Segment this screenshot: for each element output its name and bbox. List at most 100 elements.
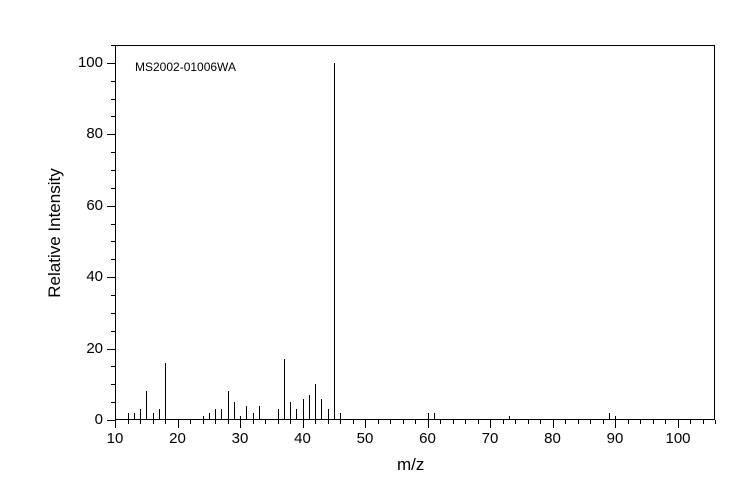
x-minor-tick <box>415 420 416 424</box>
x-minor-tick <box>628 420 629 424</box>
y-minor-tick <box>111 45 115 46</box>
x-tick-label: 90 <box>603 430 627 447</box>
spectrum-peak <box>321 399 322 420</box>
x-major-tick <box>553 420 554 428</box>
y-minor-tick <box>111 188 115 189</box>
x-major-tick <box>240 420 241 428</box>
spectrum-peak <box>340 413 341 420</box>
y-minor-tick <box>111 402 115 403</box>
spectrum-peak <box>284 359 285 420</box>
x-minor-tick <box>203 420 204 424</box>
x-minor-tick <box>253 420 254 424</box>
y-minor-tick <box>111 384 115 385</box>
x-minor-tick <box>153 420 154 424</box>
x-minor-tick <box>453 420 454 424</box>
x-minor-tick <box>690 420 691 424</box>
spectrum-peak <box>165 363 166 420</box>
x-minor-tick <box>478 420 479 424</box>
x-major-tick <box>115 420 116 428</box>
x-minor-tick <box>328 420 329 424</box>
x-axis-label: m/z <box>397 455 424 475</box>
x-tick-label: 60 <box>416 430 440 447</box>
x-major-tick <box>178 420 179 428</box>
spectrum-peak <box>434 413 435 420</box>
x-minor-tick <box>653 420 654 424</box>
y-major-tick <box>107 63 115 64</box>
x-minor-tick <box>528 420 529 424</box>
y-tick-label: 80 <box>86 125 103 142</box>
x-major-tick <box>303 420 304 428</box>
x-minor-tick <box>165 420 166 424</box>
x-minor-tick <box>703 420 704 424</box>
x-minor-tick <box>565 420 566 424</box>
spectrum-peak <box>246 406 247 420</box>
x-minor-tick <box>378 420 379 424</box>
chart-title: MS2002-01006WA <box>135 60 236 74</box>
x-minor-tick <box>265 420 266 424</box>
x-minor-tick <box>228 420 229 424</box>
x-minor-tick <box>603 420 604 424</box>
x-tick-label: 10 <box>103 430 127 447</box>
x-minor-tick <box>465 420 466 424</box>
x-minor-tick <box>128 420 129 424</box>
spectrum-peak <box>428 413 429 420</box>
y-major-tick <box>107 349 115 350</box>
spectrum-peak <box>134 413 135 420</box>
spectrum-peak <box>253 413 254 420</box>
x-tick-label: 20 <box>166 430 190 447</box>
spectrum-peak <box>234 402 235 420</box>
spectrum-peak <box>328 409 329 420</box>
y-major-tick <box>107 277 115 278</box>
spectrum-peak <box>509 416 510 420</box>
x-major-tick <box>490 420 491 428</box>
x-minor-tick <box>390 420 391 424</box>
spectrum-peak <box>221 409 222 420</box>
x-tick-label: 70 <box>478 430 502 447</box>
x-minor-tick <box>315 420 316 424</box>
x-minor-tick <box>140 420 141 424</box>
y-major-tick <box>107 420 115 421</box>
plot-area <box>115 45 715 420</box>
y-minor-tick <box>111 116 115 117</box>
spectrum-peak <box>128 413 129 420</box>
y-major-tick <box>107 206 115 207</box>
spectrum-peak <box>153 413 154 420</box>
spectrum-peak <box>309 395 310 420</box>
x-minor-tick <box>640 420 641 424</box>
y-minor-tick <box>111 241 115 242</box>
y-minor-tick <box>111 259 115 260</box>
y-axis-label: Relative Intensity <box>45 163 65 303</box>
y-tick-label: 60 <box>86 197 103 214</box>
x-minor-tick <box>440 420 441 424</box>
x-minor-tick <box>403 420 404 424</box>
x-minor-tick <box>665 420 666 424</box>
spectrum-peak <box>334 63 335 420</box>
spectrum-peak <box>278 409 279 420</box>
spectrum-peak <box>140 409 141 420</box>
x-major-tick <box>365 420 366 428</box>
x-minor-tick <box>515 420 516 424</box>
spectrum-peak <box>615 416 616 420</box>
x-major-tick <box>428 420 429 428</box>
y-major-tick <box>107 134 115 135</box>
y-minor-tick <box>111 152 115 153</box>
x-minor-tick <box>278 420 279 424</box>
spectrum-peak <box>296 409 297 420</box>
spectrum-peak <box>209 413 210 420</box>
spectrum-peak <box>315 384 316 420</box>
x-minor-tick <box>290 420 291 424</box>
spectrum-peak <box>215 409 216 420</box>
y-minor-tick <box>111 81 115 82</box>
x-tick-label: 100 <box>666 430 690 447</box>
x-minor-tick <box>353 420 354 424</box>
y-minor-tick <box>111 224 115 225</box>
y-minor-tick <box>111 313 115 314</box>
x-minor-tick <box>578 420 579 424</box>
x-minor-tick <box>715 420 716 424</box>
y-minor-tick <box>111 170 115 171</box>
x-major-tick <box>678 420 679 428</box>
x-tick-label: 30 <box>228 430 252 447</box>
spectrum-peak <box>240 416 241 420</box>
spectrum-peak <box>146 391 147 420</box>
x-minor-tick <box>190 420 191 424</box>
